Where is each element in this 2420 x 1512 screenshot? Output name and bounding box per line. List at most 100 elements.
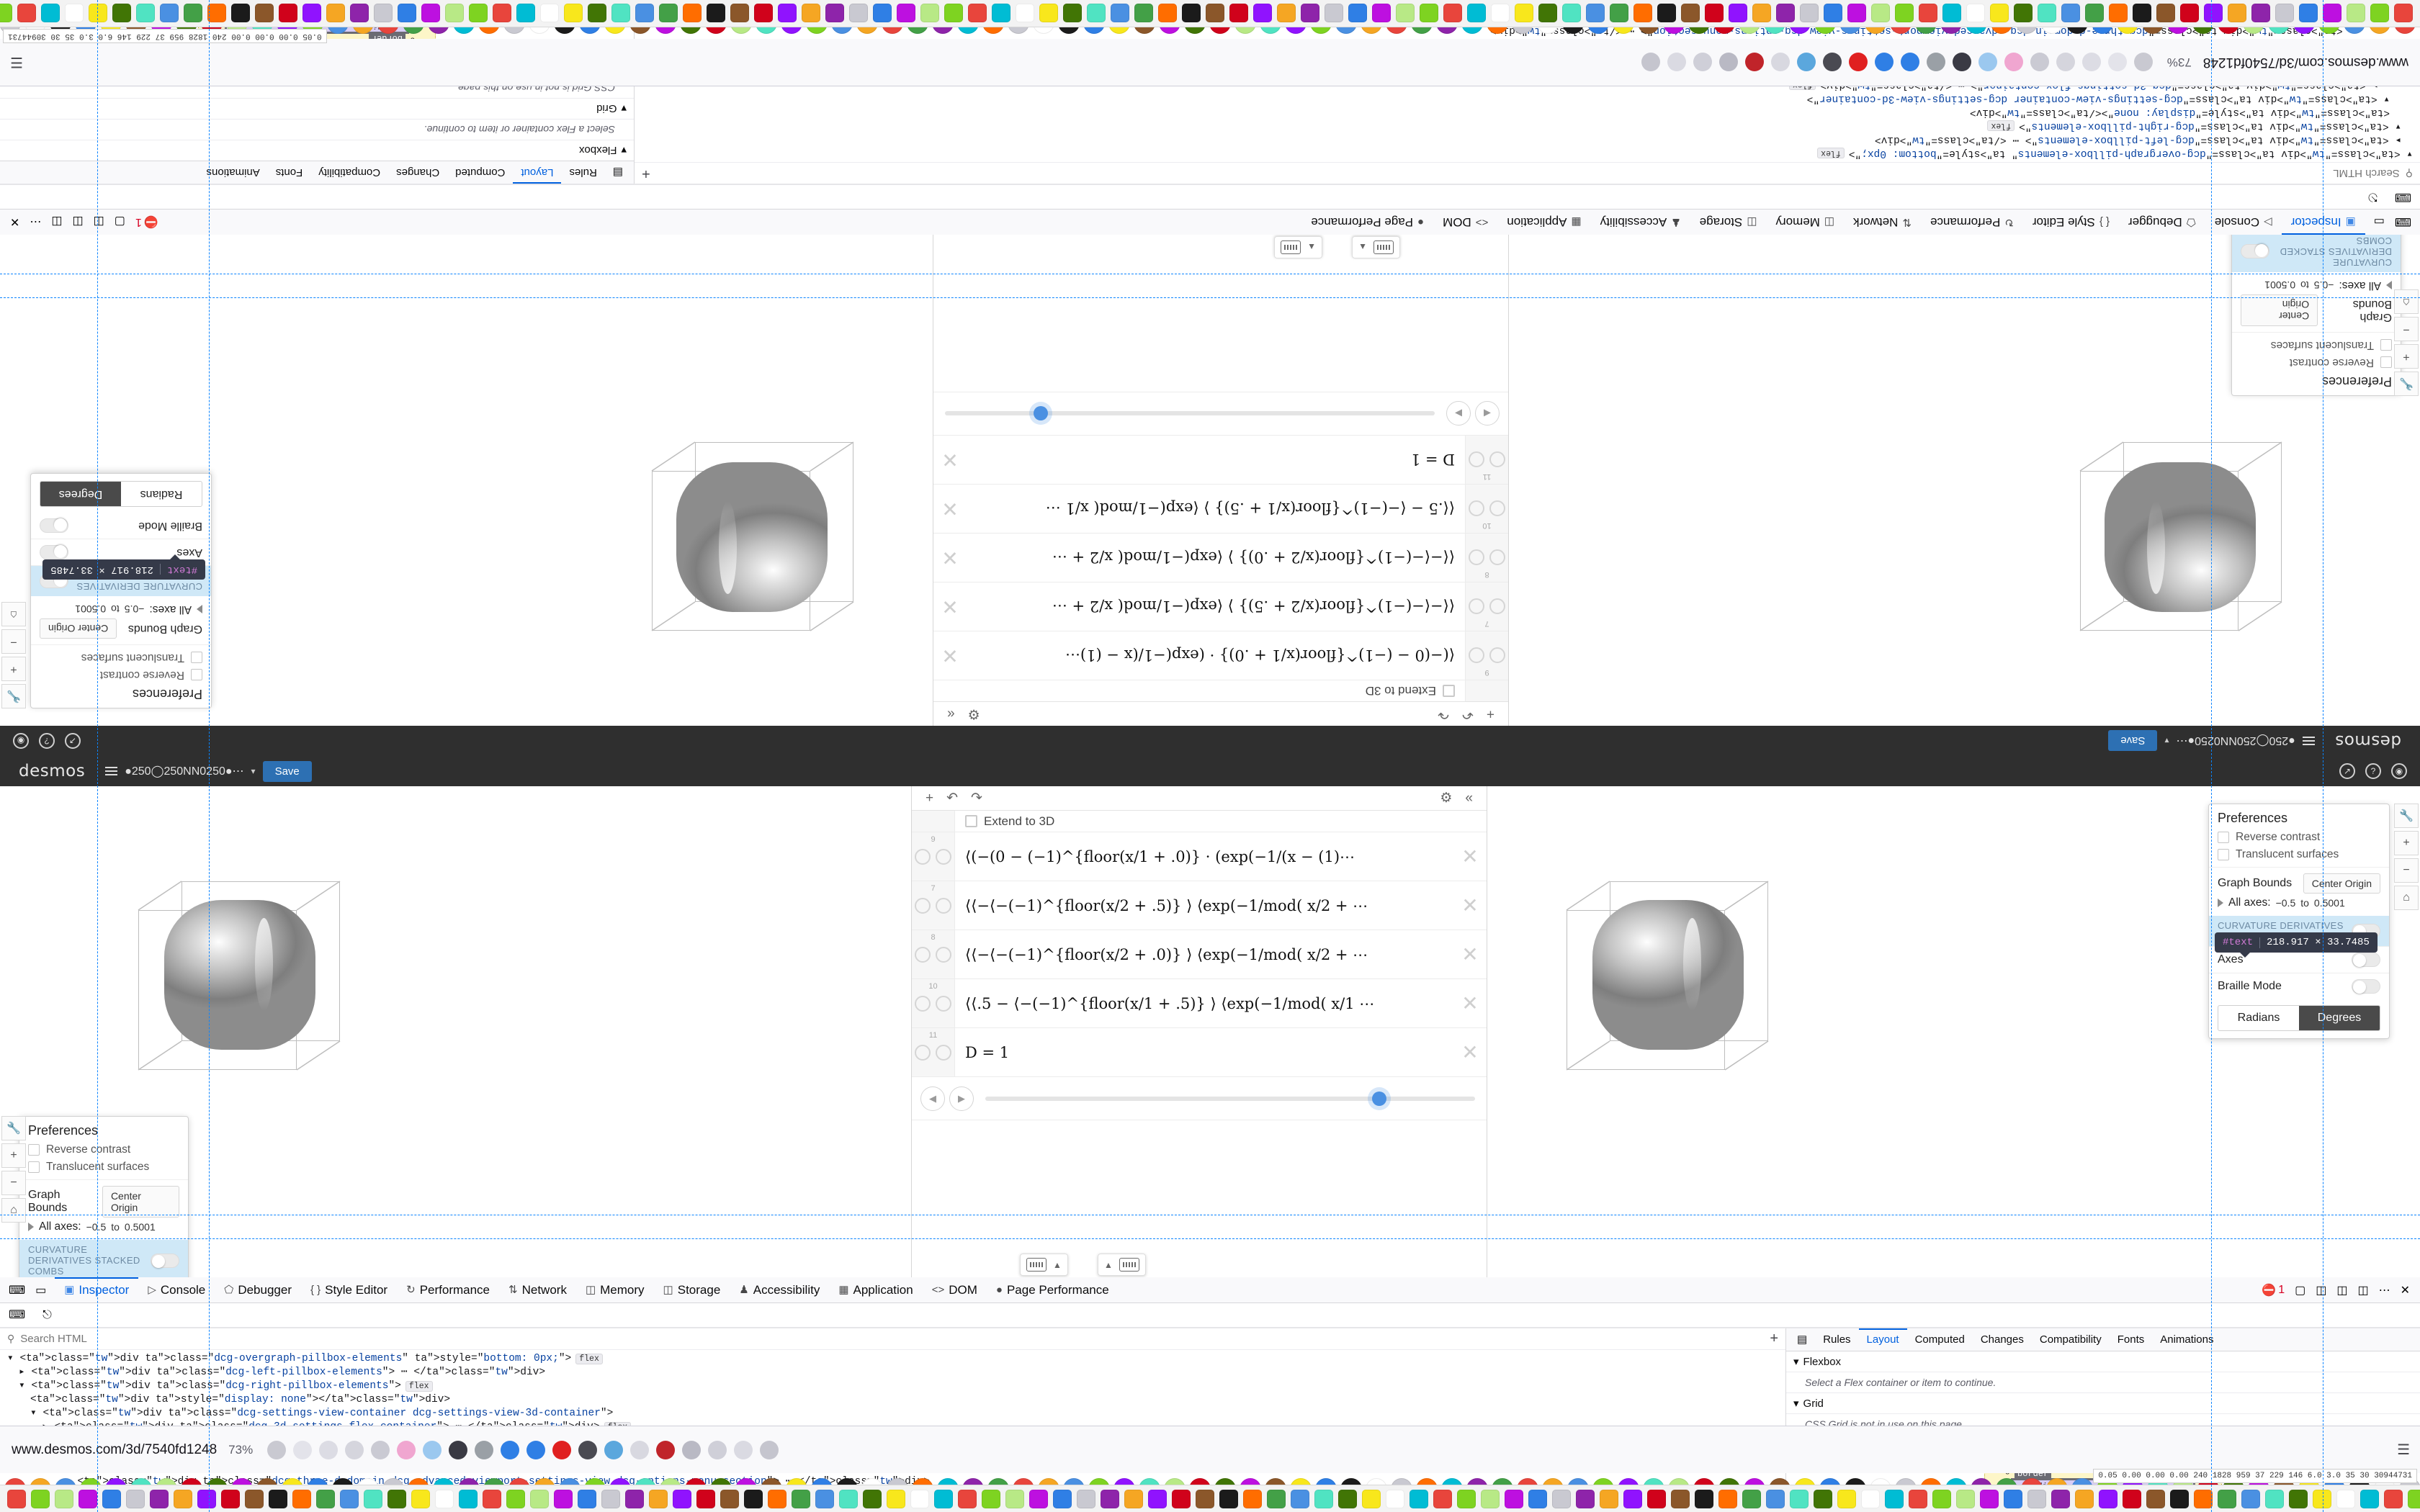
expression-math[interactable]: ⟨(−(0 − (−1)^{floor(x/1 + .0)} · (exp(−1… — [965, 847, 1355, 865]
style-dot[interactable] — [936, 897, 951, 914]
dom-node[interactable]: ▾ <ta">class="tw">div ta">class="dcg-rig… — [635, 119, 2420, 132]
star-icon[interactable] — [2107, 53, 2127, 72]
dom-node[interactable]: <ta">class="tw">div ta">style="display: … — [1969, 107, 2390, 118]
error-badge[interactable]: ⛔ 1 — [2262, 1283, 2285, 1297]
chevron-up-icon[interactable]: ▲ — [1358, 242, 1367, 253]
braille-toggle-row-r[interactable]: Braille Mode — [31, 513, 211, 539]
gear-icon-chrome[interactable] — [1641, 53, 1660, 72]
braille-mode-toggle-r[interactable] — [2352, 979, 2380, 994]
taskbar-icon[interactable] — [516, 4, 535, 23]
expression-math[interactable]: ⟨⟨−⟨−(−1)^{floor(x/2 + .5)} ⟩ ⟨exp(−1/mo… — [1052, 598, 1455, 616]
plus-icon[interactable]: + — [926, 790, 934, 806]
expression-math[interactable]: ⟨(−(0 − (−1)^{floor(x/1 + .0)} · (exp(−1… — [1065, 647, 1455, 665]
zoom-in-button[interactable]: + — [1, 1143, 26, 1168]
taskbar-icon[interactable] — [1206, 4, 1224, 23]
reverse-contrast-row-r[interactable]: Reverse contrast — [31, 666, 211, 683]
expand-triangle-icon-r[interactable] — [2218, 899, 2223, 907]
dom-node[interactable]: ▾ <ta">class="tw">div ta">class="dcg-rig… — [0, 1380, 1785, 1393]
keyboard-icon-2[interactable] — [1119, 1258, 1139, 1272]
taskbar-icon[interactable] — [1956, 1489, 1975, 1508]
zoom-level-badge[interactable]: 73% — [228, 1442, 254, 1457]
taskbar-icon[interactable] — [2370, 4, 2389, 23]
tab-page-performance[interactable]: ● Page Performance — [1301, 210, 1433, 235]
taskbar-icon[interactable] — [1885, 1489, 1904, 1508]
taskbar-icon[interactable] — [89, 4, 107, 23]
taskbar-icon[interactable] — [1586, 4, 1605, 23]
translucent-surfaces-row[interactable]: Translucent surfaces — [2232, 332, 2401, 354]
taskbar-icon[interactable] — [720, 1489, 739, 1508]
inspector-select-icon[interactable]: ⎋ — [2368, 191, 2378, 204]
extend-to-3d-row[interactable]: Extend to 3D — [1355, 680, 1465, 701]
taskbar-icon[interactable] — [1528, 1489, 1547, 1508]
taskbar-icon[interactable] — [1909, 1489, 1927, 1508]
taskbar-icon[interactable] — [1895, 4, 1914, 23]
reverse-contrast-checkbox[interactable] — [28, 1144, 40, 1156]
record-icon[interactable] — [552, 1440, 572, 1459]
extend-to-3d-row[interactable]: Extend to 3D — [955, 811, 1065, 832]
taskbar-icon[interactable] — [1148, 1489, 1167, 1508]
taskbar-icon[interactable] — [2061, 4, 2080, 23]
expression-row[interactable]: 11 D = 1 ✕ — [933, 435, 1508, 484]
taskbar-icon[interactable] — [160, 4, 179, 23]
expression-math[interactable]: ⟨⟨−⟨−(−1)^{floor(x/2 + .0)} ⟩ ⟨exp(−1/mo… — [965, 945, 1368, 963]
taskbar-icon[interactable] — [41, 4, 60, 23]
taskbar-icon[interactable] — [1481, 1489, 1500, 1508]
expand-triangle-icon[interactable] — [28, 1223, 34, 1231]
radians-option-r[interactable]: Radians — [140, 488, 183, 500]
home-icon[interactable]: ⌂ — [1, 1198, 26, 1223]
graph-settings-popover-left[interactable]: Preferences Reverse contrast Translucent… — [19, 1116, 189, 1277]
taskbar-icon[interactable] — [659, 4, 678, 23]
taskbar-icon[interactable] — [340, 1489, 359, 1508]
degrees-option-r[interactable]: Degrees — [2299, 1006, 2380, 1030]
taskbar-icon[interactable] — [1386, 1489, 1404, 1508]
taskbar-icon[interactable] — [269, 1489, 287, 1508]
taskbar-icon[interactable] — [635, 4, 654, 23]
tab-style-editor[interactable]: { } Style Editor — [301, 1277, 397, 1303]
angle-mode-segmented-r[interactable]: Radians Degrees — [40, 481, 202, 507]
dom-node[interactable]: ▾ <ta">class="tw">div ta">class="dcg-set… — [30, 1408, 614, 1419]
slider-variable[interactable]: D = 1 — [965, 1043, 1010, 1061]
sidebar-tab-rules[interactable]: Rules — [1823, 1333, 1851, 1346]
responsive-design-mode-icon[interactable]: ▭ — [2373, 215, 2385, 228]
taskbar-icon[interactable] — [102, 1489, 121, 1508]
taskbar-icon[interactable] — [255, 4, 274, 23]
taskbar-icon[interactable] — [2204, 4, 2223, 23]
taskbar-icon[interactable] — [2347, 4, 2365, 23]
url-bar[interactable]: www.desmos.com/3d/7540fd1248 73% — [0, 1438, 2420, 1462]
taskbar-icon[interactable] — [1552, 1489, 1571, 1508]
graph-viewport-left[interactable]: Preferences Reverse contrast Translucent… — [1509, 235, 2420, 726]
taskbar-icon[interactable] — [387, 1489, 406, 1508]
account-icon[interactable] — [1978, 53, 1997, 72]
slider-row[interactable]: ◀ ▶ — [912, 1077, 1487, 1120]
reload-icon[interactable] — [2056, 53, 2075, 72]
close-devtools-icon[interactable]: ✕ — [2400, 1284, 2410, 1297]
taskbar-icon[interactable] — [2014, 4, 2033, 23]
slider-variable[interactable]: D = 1 — [1410, 451, 1455, 469]
taskbar-icon[interactable] — [1932, 1489, 1951, 1508]
taskbar-icon[interactable] — [1742, 1489, 1761, 1508]
expression-math[interactable]: ⟨⟨−⟨−(−1)^{floor(x/2 + .0)} ⟩ ⟨exp(−1/mo… — [1052, 549, 1455, 567]
slider-row[interactable]: ◀ ▶ — [933, 392, 1508, 435]
taskbar-icon[interactable] — [540, 4, 559, 23]
redo-arrow-icon[interactable]: ↷ — [971, 791, 982, 806]
axis-min-value[interactable]: −0.5 — [86, 1221, 107, 1233]
reload-icon[interactable] — [345, 1440, 364, 1459]
taskbar-icon[interactable] — [2384, 1489, 2403, 1508]
add-node-button[interactable]: + — [642, 166, 650, 181]
center-origin-button[interactable]: Center Origin — [102, 1186, 179, 1218]
close-x-icon[interactable]: ✕ — [1461, 943, 1479, 966]
taskbar-icon[interactable] — [350, 4, 369, 23]
close-devtools-icon[interactable]: ✕ — [10, 215, 20, 228]
tab-storage[interactable]: ◫ Storage — [1690, 210, 1767, 235]
graph-title[interactable]: ●250◯250NN0250●⋯ — [125, 765, 244, 778]
taskbar-icon[interactable] — [1111, 4, 1129, 23]
taskbar-icon[interactable] — [1267, 1489, 1286, 1508]
taskbar-icon[interactable] — [1457, 1489, 1476, 1508]
taskbar-icon[interactable] — [207, 4, 226, 23]
taskbar-icon[interactable] — [2218, 1489, 2236, 1508]
taskbar-icon[interactable] — [2038, 4, 2056, 23]
sidebar-tab-computed[interactable]: Computed — [455, 166, 506, 179]
tab-page-performance[interactable]: ● Page Performance — [987, 1277, 1119, 1303]
taskbar-icon[interactable] — [1348, 4, 1367, 23]
taskbar-icon[interactable] — [1362, 1489, 1381, 1508]
